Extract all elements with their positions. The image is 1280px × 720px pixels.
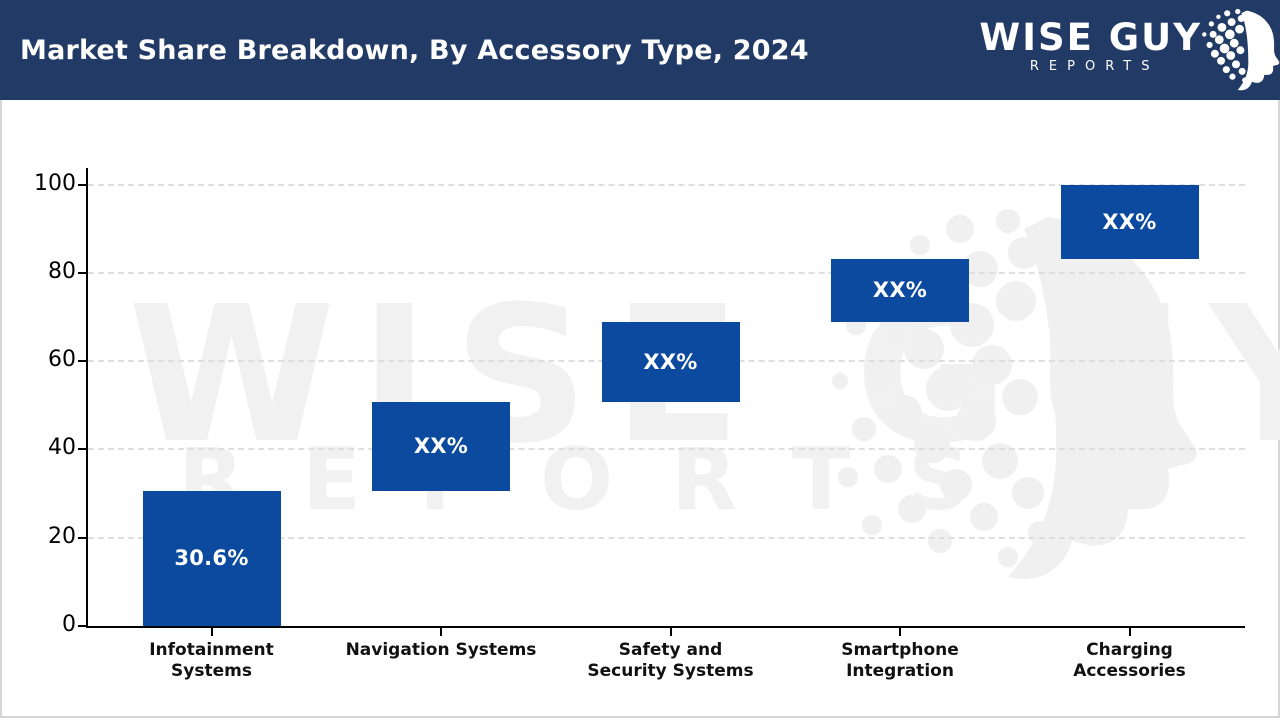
category-label-1: Navigation Systems xyxy=(321,640,561,661)
logo-reports-text: REPORTS xyxy=(1029,59,1160,74)
y-tick-mark-80 xyxy=(78,271,86,274)
category-label-line: Smartphone xyxy=(841,640,959,660)
bar-value-label: XX% xyxy=(413,434,469,459)
bar-segment-1: XX% xyxy=(372,401,510,491)
category-label-line: Safety and xyxy=(618,640,723,660)
bar-value-label: 30.6% xyxy=(174,546,249,571)
y-tick-mark-0 xyxy=(78,625,86,627)
gridline-y-20 xyxy=(88,536,1245,539)
wise-guy-reports-logo: WISE GUY REPORTS xyxy=(979,8,1280,94)
gridline-y-100 xyxy=(88,183,1245,186)
y-tick-mark-40 xyxy=(78,448,86,451)
bar-segment-2: XX% xyxy=(601,321,740,402)
category-label-line: Infotainment xyxy=(149,640,274,660)
y-tick-mark-20 xyxy=(78,536,86,539)
category-label-2: Safety and Security Systems xyxy=(551,640,791,682)
x-tick-mark-2 xyxy=(669,628,672,636)
bar-segment-3: XX% xyxy=(831,258,969,322)
bar-value-label: XX% xyxy=(1102,210,1157,235)
watermark-text-reports: REPORTS xyxy=(178,430,1029,530)
x-tick-mark-4 xyxy=(1128,628,1131,636)
header-bar: Market Share Breakdown, By Accessory Typ… xyxy=(0,0,1280,100)
gridline-y-40 xyxy=(88,448,1245,451)
y-tick-label-0: 0 xyxy=(62,612,76,637)
y-tick-label-100: 100 xyxy=(34,170,76,196)
y-tick-label-60: 60 xyxy=(48,347,76,373)
x-tick-mark-0 xyxy=(210,628,213,636)
category-label-line: Integration xyxy=(846,661,954,681)
category-label-line: Navigation Systems xyxy=(345,640,537,660)
logo-wiseguy-text: WISE GUY xyxy=(979,16,1202,59)
category-label-0: Infotainment Systems xyxy=(92,640,332,682)
y-axis-line xyxy=(86,168,88,626)
x-tick-mark-1 xyxy=(440,628,442,636)
category-label-line: Security Systems xyxy=(587,661,754,681)
y-tick-mark-100 xyxy=(78,183,86,186)
page-title: Market Share Breakdown, By Accessory Typ… xyxy=(20,34,809,66)
category-label-4: Charging Accessories xyxy=(1010,640,1250,682)
category-label-line: Accessories xyxy=(1073,661,1186,681)
category-label-line: Systems xyxy=(171,661,252,681)
x-axis-line xyxy=(86,626,1245,628)
y-tick-label-80: 80 xyxy=(48,258,76,284)
y-tick-label-40: 40 xyxy=(48,435,76,461)
bar-segment-4: XX% xyxy=(1060,185,1199,259)
bar-segment-0: 30.6% xyxy=(142,490,281,626)
x-tick-mark-3 xyxy=(899,628,901,636)
category-label-3: Smartphone Integration xyxy=(780,640,1020,682)
category-label-line: Charging xyxy=(1086,640,1173,660)
y-tick-mark-60 xyxy=(78,360,86,363)
logo-face-dots-icon xyxy=(1202,8,1280,91)
bar-value-label: XX% xyxy=(872,278,928,303)
y-tick-label-20: 20 xyxy=(48,523,76,549)
bar-value-label: XX% xyxy=(643,349,698,374)
gridline-y-80 xyxy=(88,271,1245,274)
